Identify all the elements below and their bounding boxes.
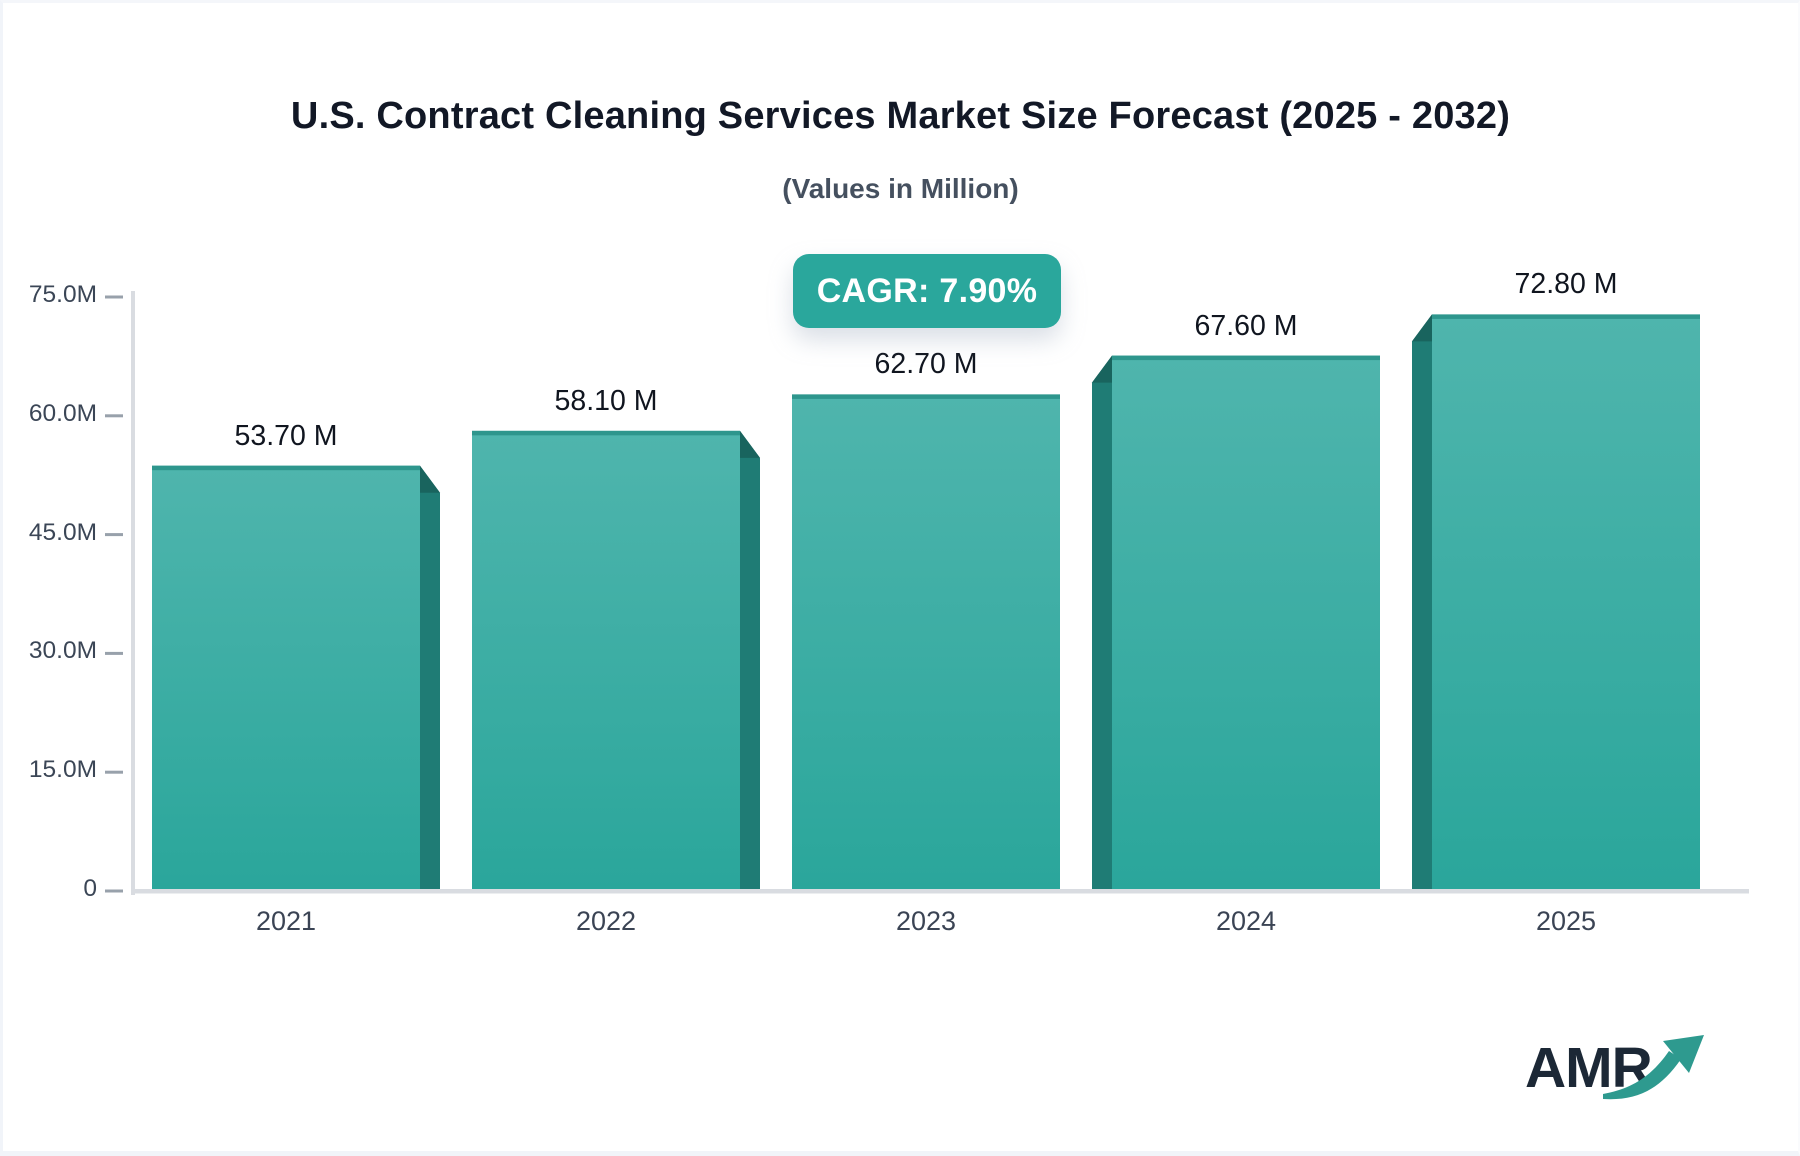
bar-side-face (1092, 355, 1112, 891)
chart-subtitle: (Values in Million) (782, 173, 1019, 204)
y-tick-label: 45.0M (28, 518, 97, 546)
bar-top-edge (1112, 355, 1380, 361)
bar-side-face (420, 465, 440, 891)
bar-side-corner (1412, 314, 1432, 342)
bar (1112, 355, 1380, 891)
amr-logo: AMR (1525, 1027, 1725, 1117)
bar-top-edge (792, 394, 1060, 399)
y-tick-label: 0 (83, 875, 97, 902)
cagr-badge: CAGR: 7.90% (793, 254, 1061, 328)
y-tick-label: 30.0M (28, 637, 97, 665)
bar-side-face (740, 430, 760, 891)
bar-value-label: 62.70 M (874, 348, 978, 381)
bar-side-corner (1092, 355, 1112, 383)
y-axis-tick (105, 889, 123, 893)
y-axis-line (131, 291, 135, 895)
x-tick-label: 2021 (255, 906, 317, 936)
y-tick-label: 15.0M (28, 756, 97, 784)
bar-top-edge (152, 465, 420, 471)
cagr-badge-label: CAGR: 7.90% (816, 271, 1038, 310)
bar (472, 430, 740, 891)
y-axis-tick (105, 533, 123, 537)
bar-value-label: 67.60 M (1194, 309, 1298, 342)
x-axis-line (131, 889, 1749, 894)
y-tick-label: 75.0M (28, 281, 97, 308)
bar-side-corner (740, 430, 760, 458)
y-axis-tick (105, 651, 123, 655)
chart-title: U.S. Contract Cleaning Services Market S… (290, 95, 1511, 137)
bar (1432, 314, 1700, 891)
bar-side-face (1412, 314, 1432, 891)
bar (792, 394, 1060, 891)
bar-top-edge (1432, 314, 1700, 319)
bar (152, 465, 420, 891)
y-tick-label: 60.0M (28, 399, 97, 427)
bar-value-label: 58.10 M (554, 384, 658, 417)
x-tick-label: 2022 (575, 906, 637, 936)
y-axis-tick (105, 770, 123, 774)
bar-value-label: 53.70 M (234, 419, 338, 452)
x-tick-label: 2023 (895, 906, 957, 936)
bar-top-edge (472, 430, 740, 436)
x-tick-label: 2025 (1535, 906, 1597, 936)
bar-chart (105, 291, 1749, 895)
trend-up-arrow-icon (1603, 1035, 1704, 1100)
bar-value-label: 72.80 M (1514, 268, 1618, 301)
bar-side-corner (420, 465, 440, 493)
x-tick-label: 2024 (1215, 906, 1277, 936)
y-axis-tick (105, 295, 123, 299)
y-axis-tick (105, 414, 123, 418)
